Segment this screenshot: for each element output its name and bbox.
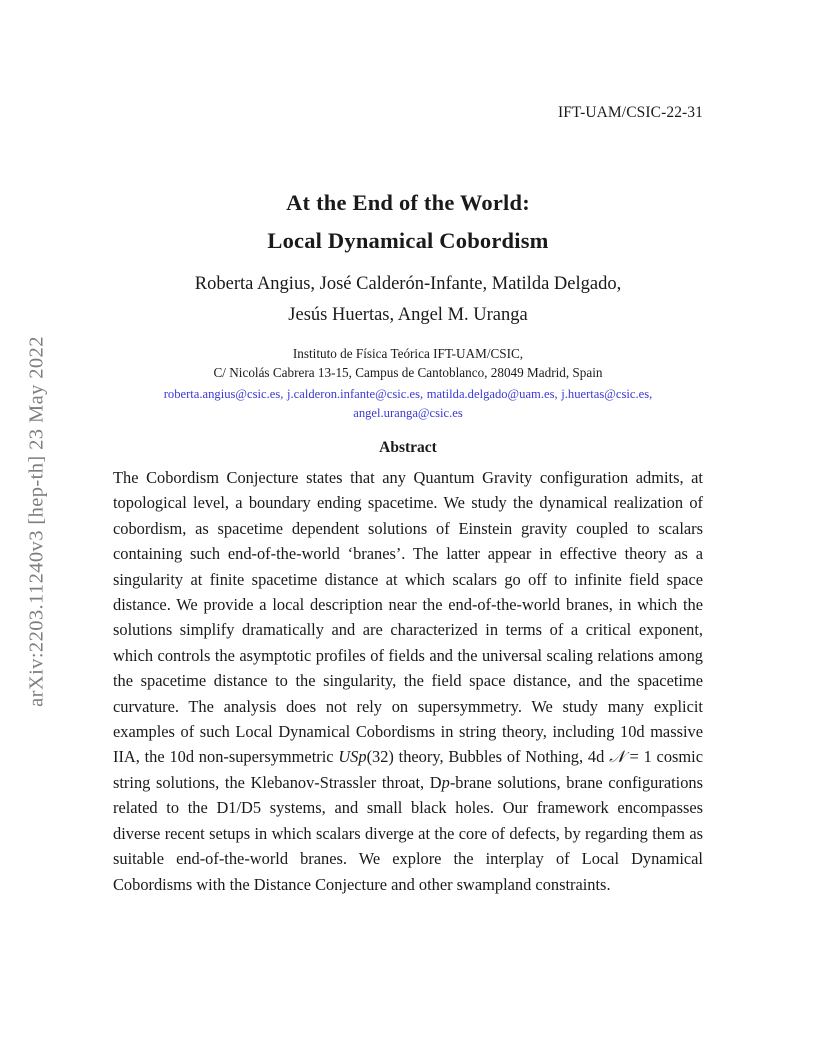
- paper-page: IFT-UAM/CSIC-22-31 At the End of the Wor…: [113, 0, 703, 1056]
- email-block: roberta.angius@csic.es, j.calderon.infan…: [113, 385, 703, 423]
- affiliation-line-1: Instituto de Física Teórica IFT-UAM/CSIC…: [292, 346, 524, 361]
- abstract-text-part-3: = 1 cosmic string solutions, the Klebano…: [113, 747, 703, 792]
- arxiv-stamp: arXiv:2203.11240v3 [hep-th] 23 May 2022: [0, 0, 60, 1056]
- author-line-2: Jesús Huertas, Angel M. Uranga: [288, 305, 528, 325]
- abstract-body: The Cobordism Conjecture states that any…: [113, 465, 703, 897]
- abstract-heading: Abstract: [379, 439, 437, 456]
- arxiv-stamp-text: arXiv:2203.11240v3 [hep-th] 23 May 2022: [25, 336, 48, 707]
- author-list: Roberta Angius, José Calderón-Infante, M…: [113, 269, 703, 331]
- math-script-n: 𝒩: [609, 747, 625, 767]
- math-p: p: [441, 772, 450, 792]
- title-line-1: At the End of the World:: [286, 190, 530, 215]
- affiliation-block: Instituto de Física Teórica IFT-UAM/CSIC…: [113, 345, 703, 382]
- email-line-2[interactable]: angel.uranga@csic.es: [353, 406, 463, 420]
- report-number: IFT-UAM/CSIC-22-31: [557, 104, 703, 121]
- abstract-text-part-4: -brane solutions, brane configurations r…: [113, 772, 703, 894]
- paper-title: At the End of the World: Local Dynamical…: [113, 184, 703, 260]
- math-usp: USp: [338, 747, 367, 767]
- abstract-text-part-1: The Cobordism Conjecture states that any…: [113, 468, 703, 767]
- affiliation-line-2: C/ Nicolás Cabrera 13-15, Campus de Cant…: [213, 364, 603, 380]
- title-line-2: Local Dynamical Cobordism: [267, 228, 549, 253]
- abstract-text-part-2: (32) theory, Bubbles of Nothing, 4d: [366, 747, 610, 767]
- email-line-1[interactable]: roberta.angius@csic.es, j.calderon.infan…: [163, 387, 653, 401]
- author-line-1: Roberta Angius, José Calderón-Infante, M…: [194, 274, 622, 294]
